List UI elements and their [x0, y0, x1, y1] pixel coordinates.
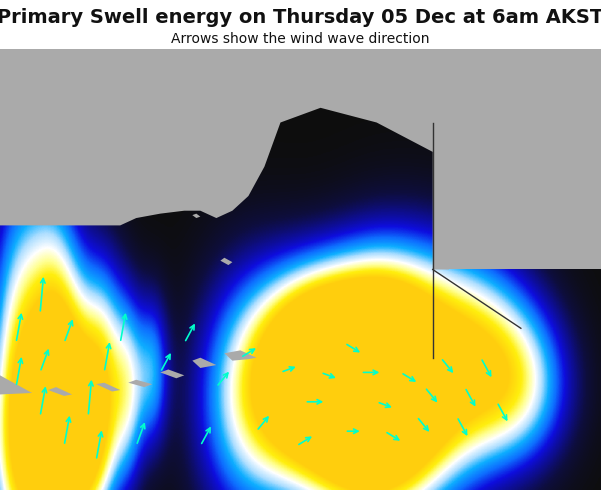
Polygon shape	[212, 211, 224, 215]
Text: Primary Swell energy on Thursday 05 Dec at 6am AKST: Primary Swell energy on Thursday 05 Dec …	[0, 8, 601, 26]
Polygon shape	[160, 369, 185, 378]
Polygon shape	[0, 375, 32, 394]
Polygon shape	[48, 387, 72, 396]
Text: Arrows show the wind wave direction: Arrows show the wind wave direction	[171, 32, 430, 46]
Polygon shape	[224, 350, 257, 361]
Polygon shape	[221, 258, 233, 265]
Polygon shape	[96, 383, 120, 392]
Polygon shape	[192, 358, 216, 368]
Polygon shape	[128, 380, 152, 387]
Polygon shape	[192, 214, 200, 218]
Polygon shape	[433, 49, 601, 270]
Polygon shape	[0, 49, 601, 270]
